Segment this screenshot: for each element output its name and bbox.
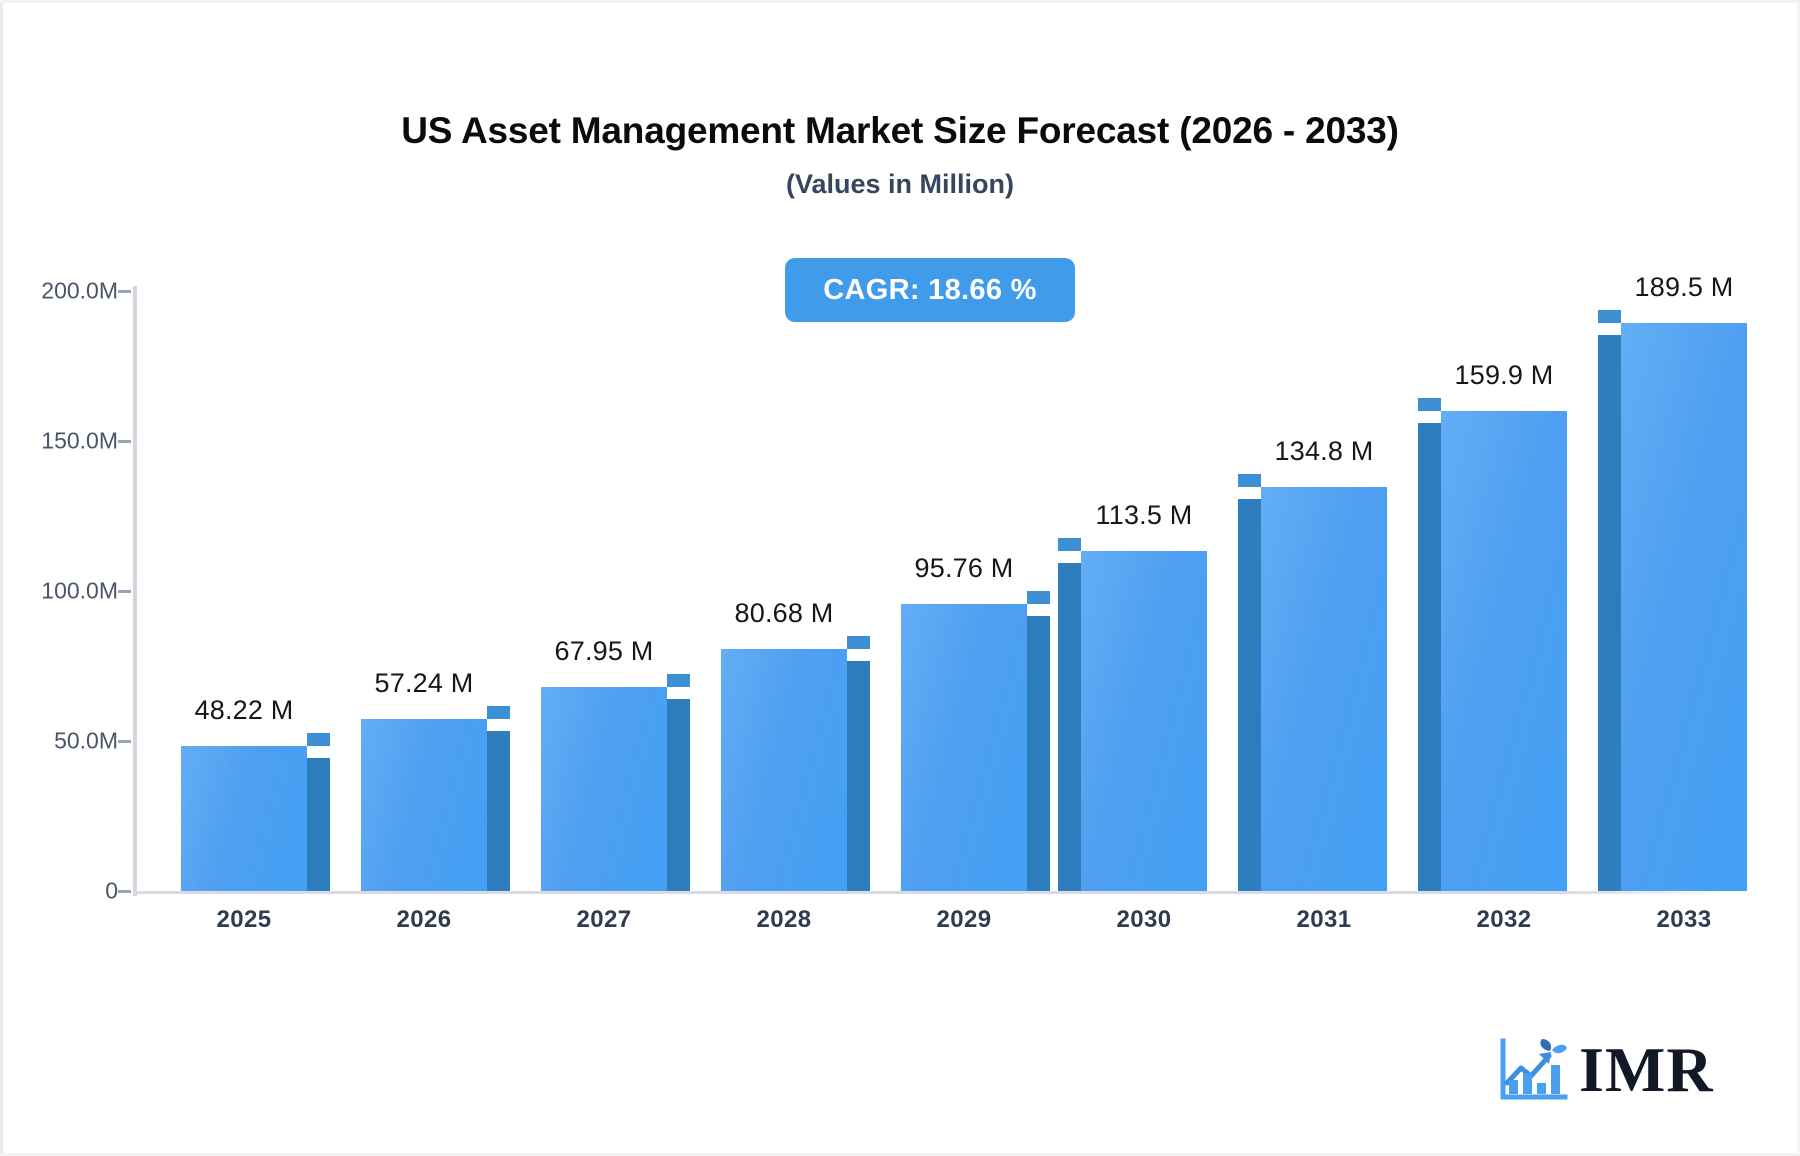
bar-top-face <box>667 674 690 688</box>
y-axis-tick-label: 0 <box>105 877 118 904</box>
bar-value-label: 134.8 M <box>1274 435 1374 466</box>
x-axis-label-2027: 2027 <box>576 906 632 933</box>
page-border-left <box>0 0 3 1156</box>
y-axis-tick-mark <box>118 740 131 743</box>
bar-side-face <box>1418 423 1441 891</box>
bar-side-face <box>847 660 870 891</box>
y-axis-tick-label: 50.0M <box>54 727 118 754</box>
bar-2026[interactable] <box>361 719 487 891</box>
y-axis-tick-label: 150.0M <box>41 427 118 454</box>
bar-value-label: 57.24 M <box>374 668 474 699</box>
bar-2029[interactable] <box>901 603 1027 891</box>
x-axis-label-2026: 2026 <box>396 906 452 933</box>
bar-side-face <box>307 758 330 891</box>
chart-subtitle: (Values in Million) <box>785 169 1015 199</box>
bar-2028[interactable] <box>721 648 847 891</box>
y-axis-tick-label: 200.0M <box>41 277 118 304</box>
bar-2033[interactable] <box>1621 322 1747 891</box>
cagr-badge-label: CAGR: 18.66 % <box>823 273 1037 306</box>
x-axis-label-2030: 2030 <box>1116 906 1172 933</box>
imr-logo-text: IMR <box>1579 1034 1714 1105</box>
bar-top-face <box>487 706 510 720</box>
bar-value-label: 80.68 M <box>734 597 834 628</box>
cagr-badge: CAGR: 18.66 % <box>785 258 1075 322</box>
chart-title: US Asset Management Market Size Forecast… <box>401 110 1399 151</box>
bar-value-label: 95.76 M <box>914 552 1014 583</box>
page-border-right <box>1797 0 1800 1156</box>
imr-logo: IMR <box>1495 1035 1714 1105</box>
x-axis-label-2028: 2028 <box>756 906 812 933</box>
growth-bar-chart-leaf-icon <box>1500 1038 1568 1100</box>
y-axis-line <box>133 286 137 896</box>
bar-value-label: 189.5 M <box>1634 271 1734 302</box>
bar-2025[interactable] <box>181 746 307 891</box>
x-axis-label-2032: 2032 <box>1476 906 1532 933</box>
bar-top-face <box>847 635 870 649</box>
bar-top-face <box>1418 398 1441 412</box>
bar-2032[interactable] <box>1441 411 1567 891</box>
bar-value-label: 48.22 M <box>194 695 294 726</box>
x-axis-label-2031: 2031 <box>1296 906 1352 933</box>
y-axis-tick-mark <box>118 890 131 893</box>
page-border-bottom <box>0 1153 1800 1156</box>
bar-top-face <box>1027 590 1050 604</box>
bar-top-face <box>1598 309 1621 323</box>
bar-side-face <box>1027 615 1050 891</box>
y-axis-tick-mark <box>118 440 131 443</box>
bar-top-face <box>1238 473 1261 487</box>
bar-value-label: 159.9 M <box>1454 360 1554 391</box>
bar-side-face <box>487 731 510 891</box>
bar-top-face <box>1058 537 1081 551</box>
x-axis-label-2029: 2029 <box>936 906 992 933</box>
bar-side-face <box>667 699 690 891</box>
y-axis-tick-mark <box>118 290 131 293</box>
bar-side-face <box>1058 562 1081 891</box>
bar-side-face <box>1598 334 1621 891</box>
page-border-top <box>0 0 1800 3</box>
bar-2027[interactable] <box>541 687 667 891</box>
x-axis-label-2033: 2033 <box>1656 906 1712 933</box>
y-axis-tick-mark <box>118 590 131 593</box>
x-axis-label-2025: 2025 <box>216 906 272 933</box>
bar-top-face <box>307 733 330 747</box>
x-axis-line <box>133 891 1753 894</box>
y-axis-labels: 200.0M 150.0M 100.0M 50.0M 0 <box>0 0 118 1156</box>
bar-value-label: 67.95 M <box>554 636 654 667</box>
bar-2030[interactable] <box>1081 550 1207 891</box>
bar-side-face <box>1238 498 1261 891</box>
bar-2031[interactable] <box>1261 486 1387 891</box>
bar-value-label: 113.5 M <box>1095 499 1193 530</box>
y-axis-tick-label: 100.0M <box>41 577 118 604</box>
